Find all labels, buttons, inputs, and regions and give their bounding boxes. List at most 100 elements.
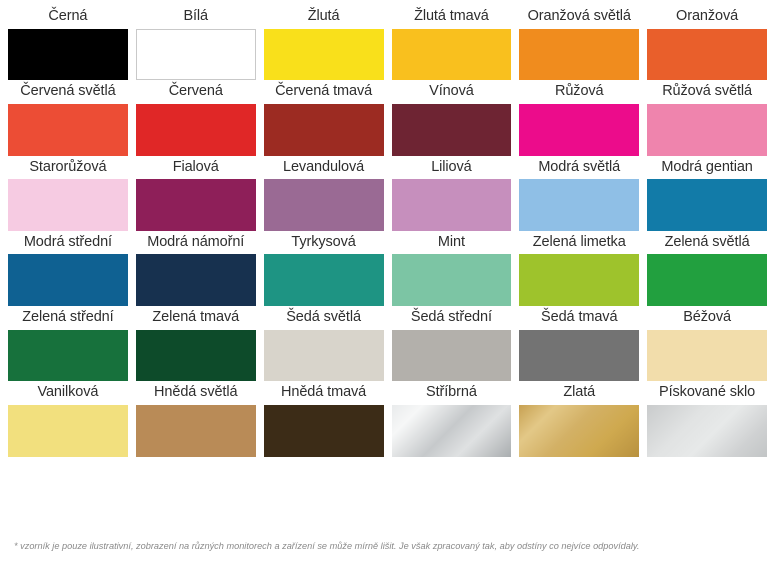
swatch-label: Šedá tmavá — [541, 309, 618, 326]
swatch-color-chip[interactable] — [135, 329, 256, 382]
swatch-cell[interactable]: Pískované sklo — [647, 381, 767, 457]
swatch-label: Hnědá tmavá — [281, 384, 367, 401]
swatch-label: Oranžová světlá — [527, 8, 631, 24]
swatch-cell[interactable]: Bílá — [135, 5, 256, 81]
swatch-cell[interactable]: Žlutá — [263, 5, 384, 81]
swatch-label: Zelená střední — [22, 309, 114, 326]
swatch-label: Oranžová — [676, 8, 739, 24]
swatch-cell[interactable]: Oranžová světlá — [519, 5, 640, 81]
swatch-color-chip[interactable] — [519, 28, 640, 81]
swatch-color-chip[interactable] — [647, 28, 767, 81]
swatch-color-chip[interactable] — [8, 103, 128, 156]
swatch-cell[interactable]: Mint — [391, 231, 512, 307]
swatch-color-chip[interactable] — [8, 329, 128, 382]
swatch-cell[interactable]: Červená světlá — [8, 80, 128, 156]
swatch-cell[interactable]: Zelená světlá — [647, 231, 767, 307]
swatch-cell[interactable]: Zlatá — [519, 381, 640, 457]
swatch-label: Modrá světlá — [538, 158, 621, 175]
swatch-label: Vínová — [429, 83, 474, 100]
footnote-text: * vzorník je pouze ilustrativní, zobraze… — [14, 540, 640, 551]
swatch-color-chip[interactable] — [647, 179, 767, 231]
swatch-color-chip[interactable] — [263, 179, 384, 231]
swatch-color-chip[interactable] — [391, 28, 512, 81]
swatch-color-chip[interactable] — [263, 329, 384, 382]
swatch-color-chip[interactable] — [135, 103, 256, 156]
swatch-color-chip[interactable] — [391, 103, 512, 156]
swatch-color-chip[interactable] — [8, 254, 128, 307]
swatch-cell[interactable]: Zelená tmavá — [135, 306, 256, 382]
swatch-cell[interactable]: Oranžová — [647, 5, 767, 81]
swatch-color-chip[interactable] — [519, 329, 640, 382]
swatch-label: Černá — [48, 8, 88, 24]
swatch-color-chip[interactable] — [647, 103, 767, 156]
swatch-label: Béžová — [683, 309, 731, 326]
swatch-color-chip[interactable] — [135, 179, 256, 231]
swatch-label: Šedá střední — [410, 309, 492, 326]
swatch-cell[interactable]: Růžová světlá — [647, 80, 767, 156]
swatch-color-chip[interactable] — [263, 28, 384, 81]
swatch-cell[interactable]: Liliová — [391, 156, 512, 231]
swatch-cell[interactable]: Modrá světlá — [519, 156, 640, 231]
swatch-color-chip[interactable] — [391, 404, 512, 457]
swatch-cell[interactable]: Šedá světlá — [263, 306, 384, 382]
swatch-cell[interactable]: Šedá tmavá — [519, 306, 640, 382]
swatch-label: Žlutá tmavá — [414, 8, 489, 24]
swatch-color-chip[interactable] — [135, 404, 256, 457]
swatch-color-chip[interactable] — [519, 254, 640, 307]
swatch-color-chip[interactable] — [519, 404, 640, 457]
swatch-label: Modrá gentian — [661, 158, 753, 175]
swatch-color-chip[interactable] — [263, 254, 384, 307]
swatch-label: Červená světlá — [20, 83, 116, 100]
swatch-color-chip[interactable] — [8, 404, 128, 457]
swatch-cell[interactable]: Hnědá světlá — [135, 381, 256, 457]
swatch-color-chip[interactable] — [135, 254, 256, 307]
swatch-cell[interactable]: Červená tmavá — [263, 80, 384, 156]
swatch-color-chip[interactable] — [391, 179, 512, 231]
swatch-cell[interactable]: Žlutá tmavá — [391, 5, 512, 81]
swatch-cell[interactable]: Béžová — [647, 306, 767, 382]
swatch-color-chip[interactable] — [519, 179, 640, 231]
swatch-cell[interactable]: Zelená limetka — [519, 231, 640, 307]
swatch-label: Pískované sklo — [659, 384, 756, 401]
swatch-label: Liliová — [431, 158, 472, 175]
swatch-label: Červená — [168, 83, 223, 100]
swatch-label: Hnědá světlá — [154, 384, 238, 401]
swatch-label: Žlutá — [307, 8, 340, 24]
swatch-label: Starorůžová — [29, 158, 107, 175]
swatch-label: Vanilková — [37, 384, 99, 401]
swatch-cell[interactable]: Stříbrná — [391, 381, 512, 457]
swatch-cell[interactable]: Růžová — [519, 80, 640, 156]
swatch-label: Modrá střední — [23, 233, 112, 250]
swatch-cell[interactable]: Vínová — [391, 80, 512, 156]
swatch-cell[interactable]: Hnědá tmavá — [263, 381, 384, 457]
swatch-cell[interactable]: Levandulová — [263, 156, 384, 231]
swatch-color-chip[interactable] — [135, 28, 256, 81]
swatch-cell[interactable]: Modrá gentian — [647, 156, 767, 231]
swatch-label: Bílá — [183, 8, 209, 24]
swatch-color-chip[interactable] — [263, 404, 384, 457]
swatch-cell[interactable]: Zelená střední — [8, 306, 128, 382]
swatch-label: Zelená limetka — [532, 233, 626, 250]
swatch-label: Růžová — [554, 83, 604, 100]
swatch-cell[interactable]: Červená — [135, 80, 256, 156]
swatch-cell[interactable]: Modrá střední — [8, 231, 128, 307]
swatch-color-chip[interactable] — [8, 179, 128, 231]
swatch-color-chip[interactable] — [647, 329, 767, 382]
swatch-color-chip[interactable] — [647, 404, 767, 457]
swatch-cell[interactable]: Vanilková — [8, 381, 128, 457]
swatch-cell[interactable]: Starorůžová — [8, 156, 128, 231]
swatch-label: Modrá námořní — [147, 233, 245, 250]
swatch-color-chip[interactable] — [391, 254, 512, 307]
swatch-color-chip[interactable] — [263, 103, 384, 156]
swatch-cell[interactable]: Tyrkysová — [263, 231, 384, 307]
swatch-label: Stříbrná — [426, 384, 477, 401]
swatch-color-chip[interactable] — [8, 28, 128, 81]
swatch-color-chip[interactable] — [391, 329, 512, 382]
swatch-cell[interactable]: Šedá střední — [391, 306, 512, 382]
swatch-color-chip[interactable] — [519, 103, 640, 156]
swatch-cell[interactable]: Modrá námořní — [135, 231, 256, 307]
swatch-label: Tyrkysová — [291, 233, 356, 250]
swatch-color-chip[interactable] — [647, 254, 767, 307]
swatch-cell[interactable]: Černá — [8, 5, 128, 81]
swatch-cell[interactable]: Fialová — [135, 156, 256, 231]
